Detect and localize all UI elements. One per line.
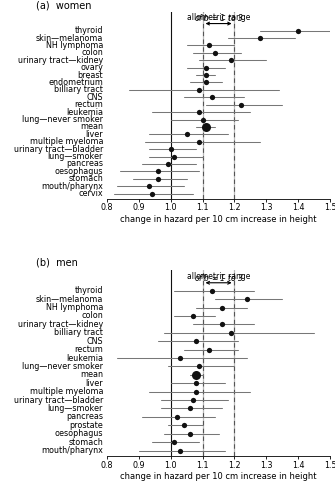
Text: (a)  women: (a) women (36, 0, 91, 10)
Text: of $b$ = 1 to 3: of $b$ = 1 to 3 (194, 13, 243, 23)
Text: of $b$ = 1 to 3: of $b$ = 1 to 3 (194, 271, 243, 283)
X-axis label: change in hazard per 10 cm increase in height: change in hazard per 10 cm increase in h… (120, 472, 317, 482)
Text: allometric range: allometric range (187, 13, 250, 22)
Text: (b)  men: (b) men (36, 258, 78, 268)
Text: allometric range: allometric range (187, 272, 250, 281)
X-axis label: change in hazard per 10 cm increase in height: change in hazard per 10 cm increase in h… (120, 215, 317, 224)
